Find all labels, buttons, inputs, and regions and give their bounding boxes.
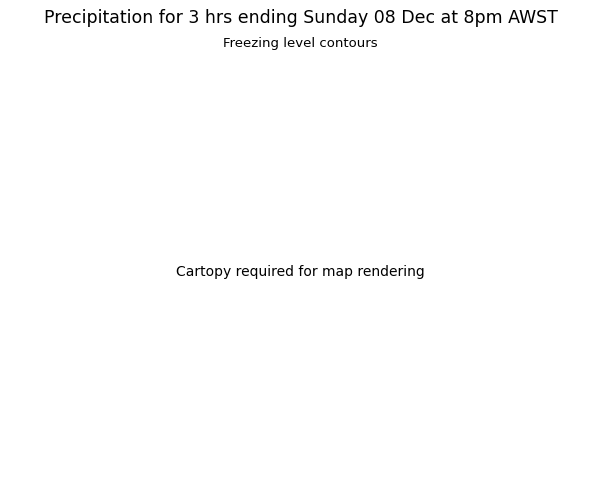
Text: Cartopy required for map rendering: Cartopy required for map rendering [176,265,425,279]
Text: Precipitation for 3 hrs ending Sunday 08 Dec at 8pm AWST: Precipitation for 3 hrs ending Sunday 08… [43,9,558,27]
Text: Freezing level contours: Freezing level contours [223,37,378,50]
